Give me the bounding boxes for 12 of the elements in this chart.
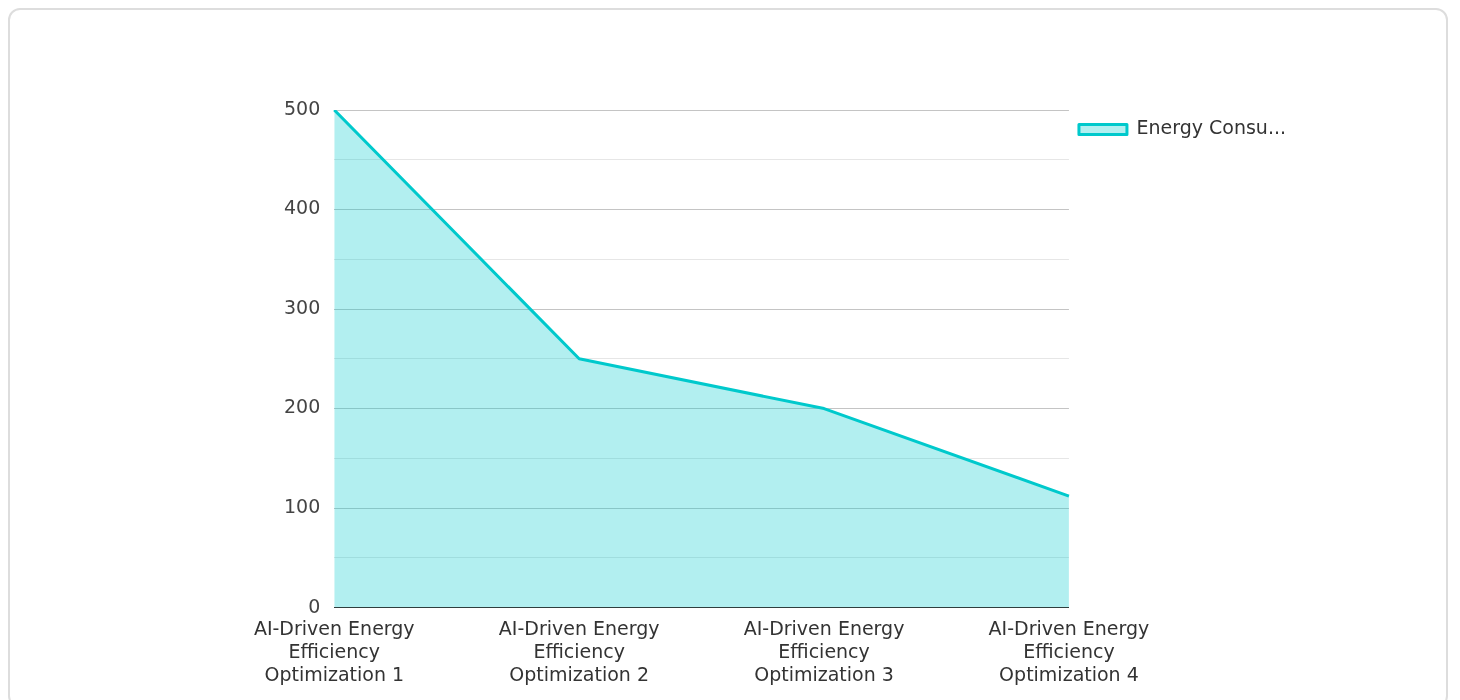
x-tick-label: AI-Driven Energy Efficiency Optimization 3: [743, 616, 905, 685]
y-tick-label: 300: [284, 295, 321, 318]
y-tick-label: 0: [308, 594, 321, 617]
legend-label: Energy Consu...: [1136, 116, 1287, 139]
x-tick-label: AI-Driven Energy Efficiency Optimization 1: [253, 616, 415, 685]
x-tick-label: AI-Driven Energy Efficiency Optimization 4: [988, 616, 1150, 685]
card-frame: Energy Consu... AI-Driven Energy Efficiency Optimization 1 AI-Driven Energy Efficiency Optimization 2 AI-Driven Energy Efficiency Optimization 3 AI-Driven Energy Efficiency Optimization 4 0 100 200 300 400 500: [8, 8, 1448, 700]
x-tick-label: AI-Driven Energy Efficiency Optimization 2: [498, 616, 660, 685]
y-tick-label: 500: [284, 96, 321, 119]
y-tick-label: 100: [284, 495, 321, 518]
y-tick-label: 200: [284, 395, 321, 418]
y-tick-label: 400: [284, 196, 321, 219]
